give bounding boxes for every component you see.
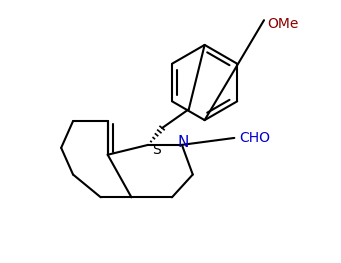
Text: S: S — [152, 143, 161, 157]
Text: OMe: OMe — [267, 17, 298, 31]
Text: N: N — [177, 135, 189, 150]
Text: CHO: CHO — [239, 131, 270, 145]
